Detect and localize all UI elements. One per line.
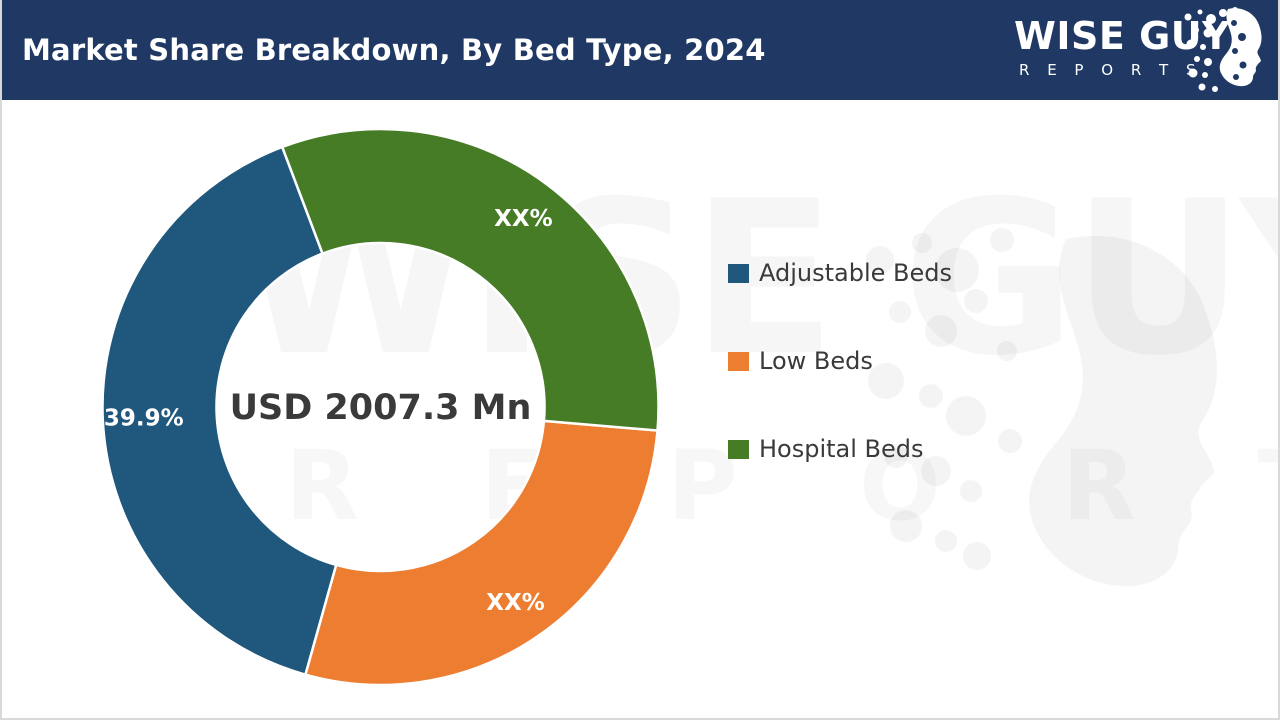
brand-logo-line2: R E P O R T S xyxy=(1019,61,1202,79)
donut-segment-hospital-beds xyxy=(280,127,660,432)
donut-segment-value-label: 39.9% xyxy=(104,405,184,431)
brand-logo-face-dots xyxy=(1231,20,1247,80)
legend-swatch-icon xyxy=(728,263,749,283)
page-title: Market Share Breakdown, By Bed Type, 202… xyxy=(22,33,766,67)
donut-center-label: USD 2007.3 Mn xyxy=(230,388,532,428)
donut-segment-value-label: XX% xyxy=(494,206,553,232)
donut-segment-value-label: XX% xyxy=(486,590,545,616)
donut-segment-low-beds xyxy=(304,419,659,687)
legend-label: Adjustable Beds xyxy=(759,259,952,287)
legend-label: Low Beds xyxy=(759,347,873,375)
brand-logo-line1: WISE GUY xyxy=(1014,14,1230,58)
legend-item-adjustable-beds: Adjustable Beds xyxy=(728,258,952,288)
header-bar: Market Share Breakdown, By Bed Type, 202… xyxy=(0,0,1280,100)
legend-item-hospital-beds: Hospital Beds xyxy=(728,434,952,464)
brand-logo: WISE GUY R E P O R T S xyxy=(1014,7,1262,92)
brand-logo-face-icon xyxy=(1219,8,1262,87)
brand-logo-dots xyxy=(1184,7,1238,92)
legend-item-low-beds: Low Beds xyxy=(728,346,952,376)
legend-swatch-icon xyxy=(728,439,749,459)
legend-swatch-icon xyxy=(728,351,749,371)
donut-chart: 39.9% XX% XX% USD 2007.3 Mn xyxy=(101,127,660,687)
donut-segment-adjustable-beds xyxy=(101,145,338,676)
chart-legend: Adjustable Beds Low Beds Hospital Beds xyxy=(728,258,952,522)
legend-label: Hospital Beds xyxy=(759,435,924,463)
